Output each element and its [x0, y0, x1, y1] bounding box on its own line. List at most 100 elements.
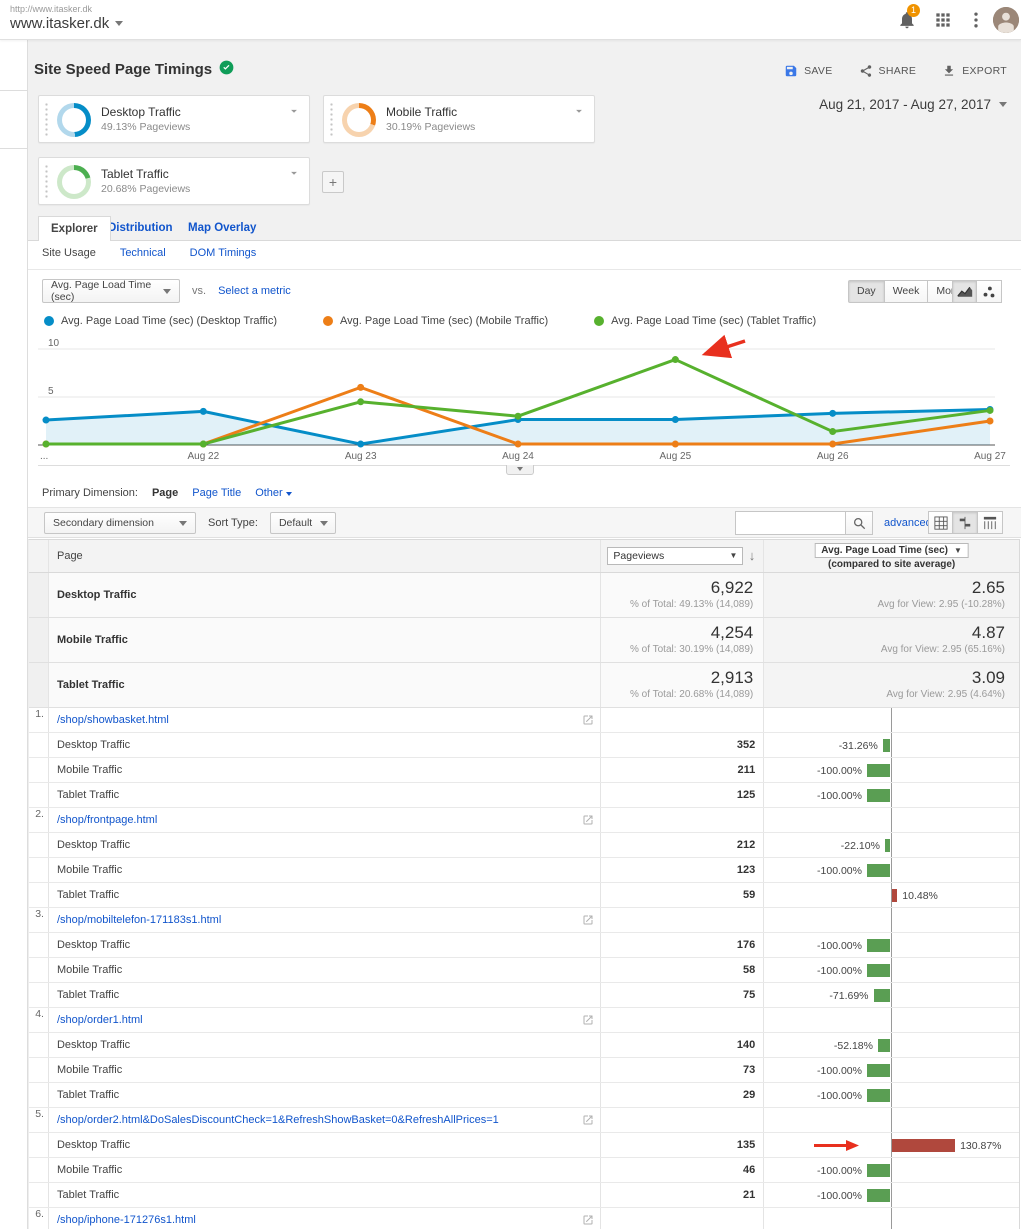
- segment-card-mobile[interactable]: Mobile Traffic 30.19% Pageviews: [323, 95, 595, 143]
- search-button[interactable]: [845, 511, 873, 535]
- add-segment-button[interactable]: +: [322, 171, 344, 193]
- table-view-button[interactable]: [928, 511, 953, 534]
- segment-cell: Desktop Traffic: [49, 1033, 600, 1057]
- page-link[interactable]: /shop/mobiltelefon-171183s1.html: [56, 914, 222, 926]
- subtab-dom-timings[interactable]: DOM Timings: [189, 247, 257, 259]
- segment-cell: Desktop Traffic: [49, 733, 600, 757]
- metric-select[interactable]: Avg. Page Load Time (sec): [42, 279, 180, 303]
- subtab-site-usage[interactable]: Site Usage: [42, 247, 96, 259]
- comparison-percent: -52.18%: [833, 1040, 873, 1052]
- tab-explorer[interactable]: Explorer: [38, 216, 111, 241]
- chevron-down-icon[interactable]: [572, 104, 586, 118]
- primary-dimension-label: Primary Dimension:: [42, 487, 138, 499]
- more-vert-icon[interactable]: [966, 10, 986, 30]
- pageviews-value: 46: [743, 1164, 756, 1176]
- pivot-view-button[interactable]: [978, 511, 1003, 534]
- comparison-bar-negative: [866, 1064, 890, 1077]
- open-in-new-icon[interactable]: [582, 1014, 594, 1026]
- granularity-week-button[interactable]: Week: [884, 280, 929, 303]
- page-link[interactable]: /shop/iphone-171276s1.html: [56, 1214, 196, 1226]
- open-in-new-icon[interactable]: [582, 814, 594, 826]
- table-row-segment: Tablet Traffic 29 -100.00%: [29, 1083, 1019, 1108]
- chevron-down-icon[interactable]: [287, 104, 301, 118]
- left-nav-rail[interactable]: [0, 40, 28, 1229]
- user-avatar[interactable]: [993, 7, 1019, 33]
- comparison-percent: -100.00%: [817, 1090, 862, 1102]
- comparison-bar-negative: [866, 764, 890, 777]
- page-link[interactable]: /shop/order1.html: [56, 1014, 143, 1026]
- select-metric-link[interactable]: Select a metric: [218, 285, 291, 297]
- pageviews-total: 2,913: [710, 668, 754, 687]
- line-chart-view-button[interactable]: [952, 280, 977, 303]
- comparison-axis: [891, 1083, 893, 1107]
- comparison-view-button[interactable]: [953, 511, 978, 534]
- segment-label: Tablet Traffic: [56, 889, 120, 901]
- save-button[interactable]: SAVE: [784, 64, 832, 78]
- comparison-axis: [891, 1008, 893, 1032]
- page-cell: /shop/order2.html&DoSalesDiscountCheck=1…: [49, 1108, 600, 1132]
- avg-load-time-metric-select[interactable]: Avg. Page Load Time (sec) ▼: [814, 543, 969, 558]
- open-in-new-icon[interactable]: [582, 1214, 594, 1226]
- scatter-view-button[interactable]: [977, 280, 1002, 303]
- drag-handle-icon[interactable]: [44, 164, 49, 200]
- table-row-page: 2. /shop/frontpage.html: [29, 808, 1019, 833]
- comparison-cell: -100.00%: [763, 1183, 1019, 1207]
- segment-label: Desktop Traffic: [56, 939, 131, 951]
- chevron-down-icon[interactable]: [287, 166, 301, 180]
- legend-item-mobile: Avg. Page Load Time (sec) (Mobile Traffi…: [323, 315, 548, 327]
- page-title: Site Speed Page Timings: [34, 60, 213, 78]
- open-in-new-icon[interactable]: [582, 1114, 594, 1126]
- pageviews-cell: [600, 1008, 763, 1032]
- segment-cell: Mobile Traffic: [49, 958, 600, 982]
- comparison-bar-negative: [866, 789, 890, 802]
- sort-type-select[interactable]: Default: [269, 512, 336, 534]
- row-number: [29, 1083, 49, 1107]
- secondary-dimension-button[interactable]: Secondary dimension: [44, 512, 196, 534]
- notifications-bell-icon[interactable]: 1: [897, 4, 920, 30]
- apps-grid-icon[interactable]: [933, 10, 953, 30]
- search-input[interactable]: [735, 511, 845, 535]
- granularity-day-button[interactable]: Day: [848, 280, 885, 303]
- account-selector[interactable]: www.itasker.dk: [10, 15, 124, 32]
- row-number: [29, 1158, 49, 1182]
- drag-handle-icon[interactable]: [329, 102, 334, 138]
- dimension-page[interactable]: Page: [151, 487, 179, 499]
- date-range-selector[interactable]: Aug 21, 2017 - Aug 27, 2017: [819, 97, 1007, 112]
- comparison-axis: [891, 1208, 893, 1229]
- advanced-filter-link[interactable]: advanced: [884, 517, 932, 529]
- segment-card-desktop[interactable]: Desktop Traffic 49.13% Pageviews: [38, 95, 310, 143]
- share-button[interactable]: SHARE: [859, 64, 917, 78]
- table-row-segment: Mobile Traffic 73 -100.00%: [29, 1058, 1019, 1083]
- chart-scrubber-handle[interactable]: [506, 465, 534, 475]
- pageviews-cell: 352: [600, 733, 763, 757]
- dimension-page-title[interactable]: Page Title: [192, 487, 242, 499]
- svg-text:...: ...: [40, 451, 48, 462]
- legend-item-desktop: Avg. Page Load Time (sec) (Desktop Traff…: [44, 315, 277, 327]
- tab-map-overlay[interactable]: Map Overlay: [188, 222, 257, 234]
- pageviews-cell: 135: [600, 1133, 763, 1157]
- pageviews-cell: 46: [600, 1158, 763, 1182]
- segment-label: Desktop Traffic: [56, 1039, 131, 1051]
- dimension-other[interactable]: Other: [255, 487, 292, 499]
- pageviews-metric-select[interactable]: Pageviews ▼: [607, 547, 744, 565]
- comparison-axis: [891, 733, 893, 757]
- drag-handle-icon[interactable]: [44, 102, 49, 138]
- segment-card-tablet[interactable]: Tablet Traffic 20.68% Pageviews: [38, 157, 310, 205]
- table-row-segment: Desktop Traffic 176 -100.00%: [29, 933, 1019, 958]
- pageviews-cell: [600, 908, 763, 932]
- sort-direction-icon[interactable]: ↓: [748, 548, 756, 563]
- page-link[interactable]: /shop/showbasket.html: [56, 714, 169, 726]
- page-link[interactable]: /shop/frontpage.html: [56, 814, 158, 826]
- tab-distribution[interactable]: Distribution: [108, 222, 173, 234]
- subtab-technical[interactable]: Technical: [119, 247, 166, 259]
- table-body: 1. /shop/showbasket.html Desktop Traffic 35…: [29, 708, 1019, 1229]
- pageviews-cell: 176: [600, 933, 763, 957]
- export-button[interactable]: EXPORT: [942, 64, 1007, 78]
- row-number: [29, 783, 49, 807]
- page-link[interactable]: /shop/order2.html&DoSalesDiscountCheck=1…: [56, 1114, 499, 1126]
- segment-cell: Tablet Traffic: [49, 1083, 600, 1107]
- open-in-new-icon[interactable]: [582, 914, 594, 926]
- pageviews-value: 58: [743, 964, 756, 976]
- pageviews-cell: 125: [600, 783, 763, 807]
- open-in-new-icon[interactable]: [582, 714, 594, 726]
